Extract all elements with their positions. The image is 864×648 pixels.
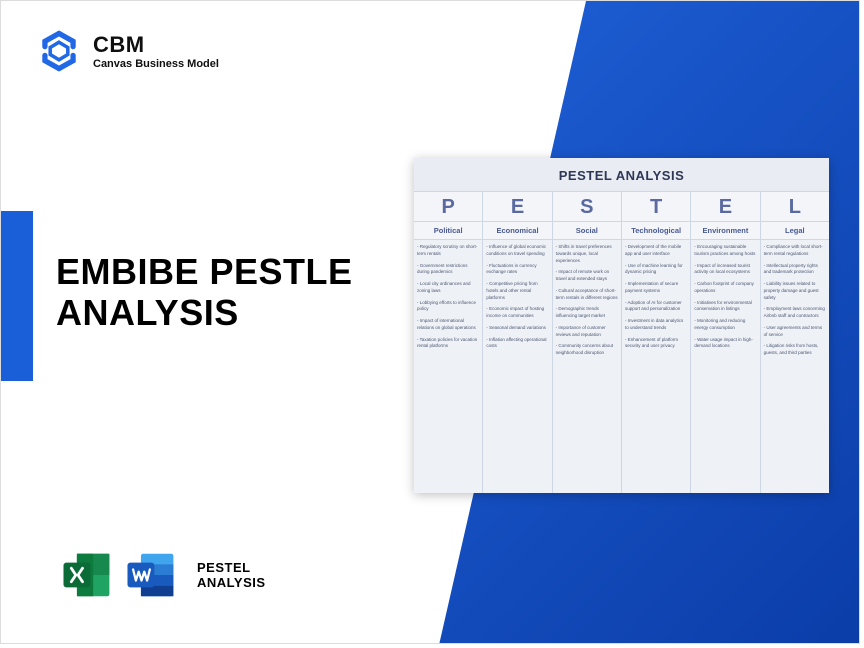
col-letter: E [483,192,552,221]
table-item: Competitive pricing from hotels and othe… [486,281,548,301]
col-letter: L [761,192,829,221]
table-item: Fluctuations in currency exchange rates [486,263,548,277]
table-item: Implementation of secure payment systems [625,281,687,295]
col-category: Social [553,222,622,240]
footer-label-2: ANALYSIS [197,575,266,590]
page-title: EMBIBE PESTLE ANALYSIS [56,251,416,334]
table-item: Economic impact of hosting income on com… [486,306,548,320]
footer-label-1: PESTEL [197,560,266,575]
table-item: Carbon footprint of company operations [694,281,756,295]
col-letter: T [622,192,691,221]
table-item: Use of machine learning for dynamic pric… [625,263,687,277]
table-item: Shifts in travel preferences towards uni… [556,244,618,264]
table-item: Initiatives for environmental conservati… [694,300,756,314]
table-item: Water usage impact in high-demand locati… [694,337,756,351]
table-body-row: Regulatory scrutiny on short-term rental… [414,240,829,493]
table-item: Encouraging sustainable tourism practice… [694,244,756,258]
col-body: Regulatory scrutiny on short-term rental… [414,240,483,493]
col-category: Political [414,222,483,240]
accent-tab [1,211,33,381]
table-letter-row: P E S T E L [414,191,829,222]
table-item: Inflation affecting operational costs [486,337,548,351]
col-body: Encouraging sustainable tourism practice… [691,240,760,493]
table-item: Development of the mobile app and user i… [625,244,687,258]
table-item: Seasonal demand variations [486,325,548,332]
excel-icon [59,547,115,603]
table-title: PESTEL ANALYSIS [414,158,829,191]
col-category: Legal [761,222,829,240]
table-item: Demographic trends influencing target ma… [556,306,618,320]
cbm-logo-icon [37,29,81,73]
col-letter: S [553,192,622,221]
footer-label: PESTEL ANALYSIS [197,560,266,590]
table-item: Enhancement of platform security and use… [625,337,687,351]
table-item: Impact of remote work on travel and exte… [556,269,618,283]
col-body: Compliance with local short-term rental … [761,240,829,493]
footer-icons: PESTEL ANALYSIS [59,547,266,603]
col-body: Shifts in travel preferences towards uni… [553,240,622,493]
brand-subtitle: Canvas Business Model [93,58,219,70]
col-category: Economical [483,222,552,240]
table-item: Investment in data analytics to understa… [625,318,687,332]
word-icon [123,547,179,603]
table-item: Employment laws concerning Airbnb staff … [764,306,826,320]
table-category-row: Political Economical Social Technologica… [414,222,829,240]
col-category: Environment [691,222,760,240]
title-line-2: ANALYSIS [56,292,239,333]
col-letter: P [414,192,483,221]
title-line-1: EMBIBE PESTLE [56,251,353,292]
table-item: Lobbying efforts to influence policy [417,300,479,314]
table-item: Litigation risks from hosts, guests, and… [764,343,826,357]
col-category: Technological [622,222,691,240]
table-item: Intellectual property rights and tradema… [764,263,826,277]
table-item: Community concerns about neighborhood di… [556,343,618,357]
table-item: Taxation policies for vacation rental pl… [417,337,479,351]
table-item: Cultural acceptance of short-term rental… [556,288,618,302]
table-item: Monitoring and reducing energy consumpti… [694,318,756,332]
logo-block: CBM Canvas Business Model [37,29,219,73]
table-item: Adoption of AI for customer support and … [625,300,687,314]
table-item: Impact of increased tourist activity on … [694,263,756,277]
col-letter: E [691,192,760,221]
logo-text: CBM Canvas Business Model [93,32,219,70]
table-item: Liability issues related to property dam… [764,281,826,301]
table-item: Impact of international relations on glo… [417,318,479,332]
table-item: Government restrictions during pandemics [417,263,479,277]
table-item: Regulatory scrutiny on short-term rental… [417,244,479,258]
pestel-table-card: PESTEL ANALYSIS P E S T E L Political Ec… [414,158,829,493]
col-body: Development of the mobile app and user i… [622,240,691,493]
col-body: Influence of global economic conditions … [483,240,552,493]
table-item: Importance of customer reviews and reput… [556,325,618,339]
page: CBM Canvas Business Model EMBIBE PESTLE … [0,0,860,644]
table-item: Local city ordinances and zoning laws [417,281,479,295]
table-item: User agreements and terms of service [764,325,826,339]
table-item: Influence of global economic conditions … [486,244,548,258]
table-item: Compliance with local short-term rental … [764,244,826,258]
brand-name: CBM [93,32,219,58]
